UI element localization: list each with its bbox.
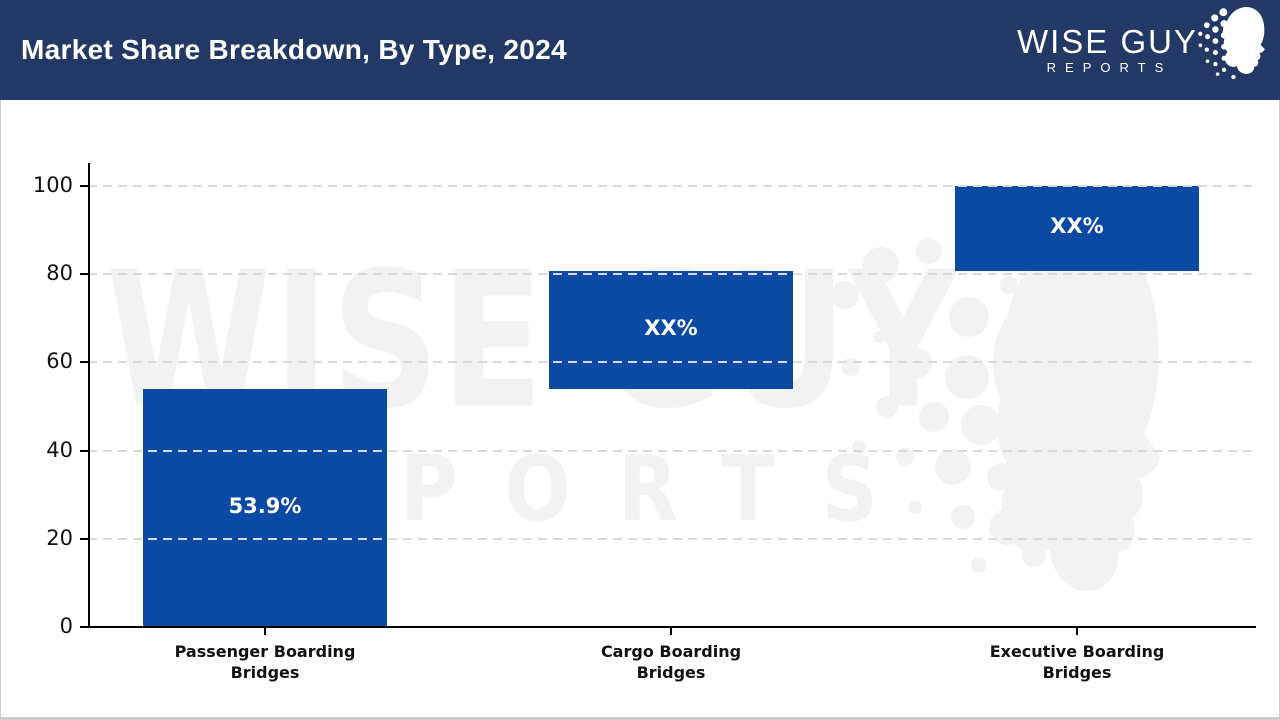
x-axis-line — [88, 626, 1256, 628]
logo-wordmark: WISE GUY — [1016, 22, 1198, 60]
watermark-head-icon — [831, 228, 1161, 592]
gridline — [88, 537, 1256, 540]
gridline — [88, 273, 1256, 276]
dotted-head-icon — [1198, 7, 1265, 80]
bar-segment — [143, 389, 387, 627]
y-tick-label: 20 — [46, 525, 73, 550]
y-axis-line — [88, 163, 90, 628]
y-tick-label: 40 — [46, 437, 73, 462]
chart-title: Market Share Breakdown, By Type, 2024 — [21, 34, 567, 65]
bar-segment — [549, 270, 793, 390]
bar-value-label: 53.9% — [228, 494, 302, 519]
y-tick-label: 100 — [32, 173, 73, 197]
chart-area: WISE GUY REPORTS 0 20 40 60 80 100 53.9% XX% XX%… — [0, 100, 1280, 720]
x-category-line: Passenger Boarding — [174, 642, 356, 661]
bar-value-label: XX% — [644, 315, 698, 340]
x-tick-mark — [264, 628, 266, 635]
gridline — [88, 449, 1256, 452]
logo-text: WISE GUY REPORTS — [1016, 22, 1198, 76]
y-tick-mark — [80, 537, 88, 540]
y-tick-mark — [80, 626, 88, 628]
y-tick-mark — [80, 185, 88, 187]
x-category-line: Bridges — [636, 663, 706, 682]
bar-value-label: XX% — [1050, 214, 1104, 239]
x-category-label: Executive Boarding Bridges — [907, 641, 1247, 683]
wise-guy-logo: WISE GUY REPORTS — [1017, 0, 1270, 100]
x-category-line: Cargo Boarding — [600, 642, 742, 661]
gridline — [88, 361, 1256, 364]
gridline — [88, 185, 1256, 187]
bar-segment — [955, 186, 1199, 271]
x-tick-mark — [670, 628, 672, 635]
x-category-line: Executive Boarding — [989, 642, 1165, 661]
x-category-line: Bridges — [1042, 663, 1112, 682]
x-category-label: Passenger Boarding Bridges — [95, 641, 435, 683]
y-tick-mark — [80, 361, 88, 364]
x-category-label: Cargo Boarding Bridges — [501, 641, 841, 683]
y-tick-mark — [80, 273, 88, 276]
y-tick-label: 0 — [59, 614, 73, 638]
x-category-line: Bridges — [230, 663, 300, 682]
y-tick-label: 80 — [46, 261, 73, 286]
y-tick-label: 60 — [46, 349, 73, 374]
header-banner: Market Share Breakdown, By Type, 2024 WI… — [0, 0, 1280, 100]
y-tick-mark — [80, 449, 88, 452]
x-tick-mark — [1076, 628, 1078, 635]
plot-region: 0 20 40 60 80 100 53.9% XX% XX% Passenger Boardin… — [1, 100, 1279, 717]
logo-subtitle: REPORTS — [1046, 60, 1173, 76]
